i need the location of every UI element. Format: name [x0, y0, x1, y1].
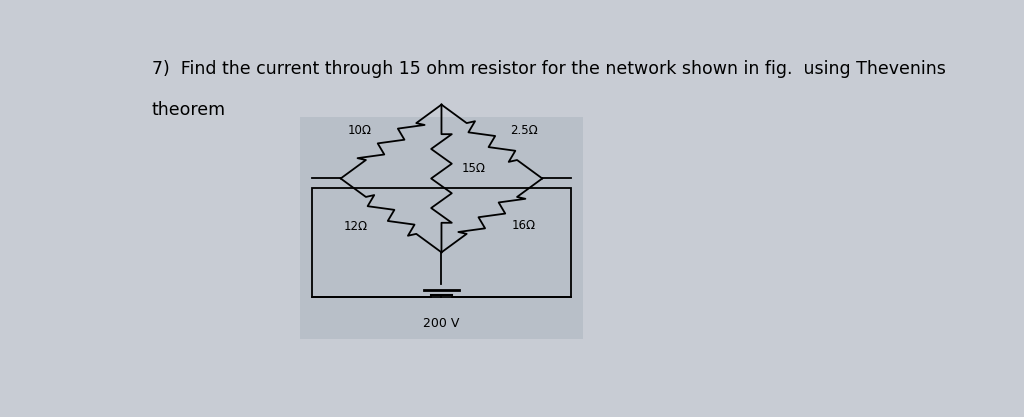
- Bar: [300, 118, 583, 339]
- Text: 10Ω: 10Ω: [347, 124, 372, 137]
- Text: 12Ω: 12Ω: [343, 220, 368, 233]
- Text: 15Ω: 15Ω: [462, 162, 485, 175]
- Text: 200 V: 200 V: [423, 317, 460, 329]
- Text: 7)  Find the current through 15 ohm resistor for the network shown in fig.  usin: 7) Find the current through 15 ohm resis…: [152, 60, 946, 78]
- Text: 2.5Ω: 2.5Ω: [510, 124, 538, 137]
- Bar: [312, 188, 570, 297]
- Text: theorem: theorem: [152, 101, 226, 119]
- Text: 16Ω: 16Ω: [512, 219, 536, 231]
